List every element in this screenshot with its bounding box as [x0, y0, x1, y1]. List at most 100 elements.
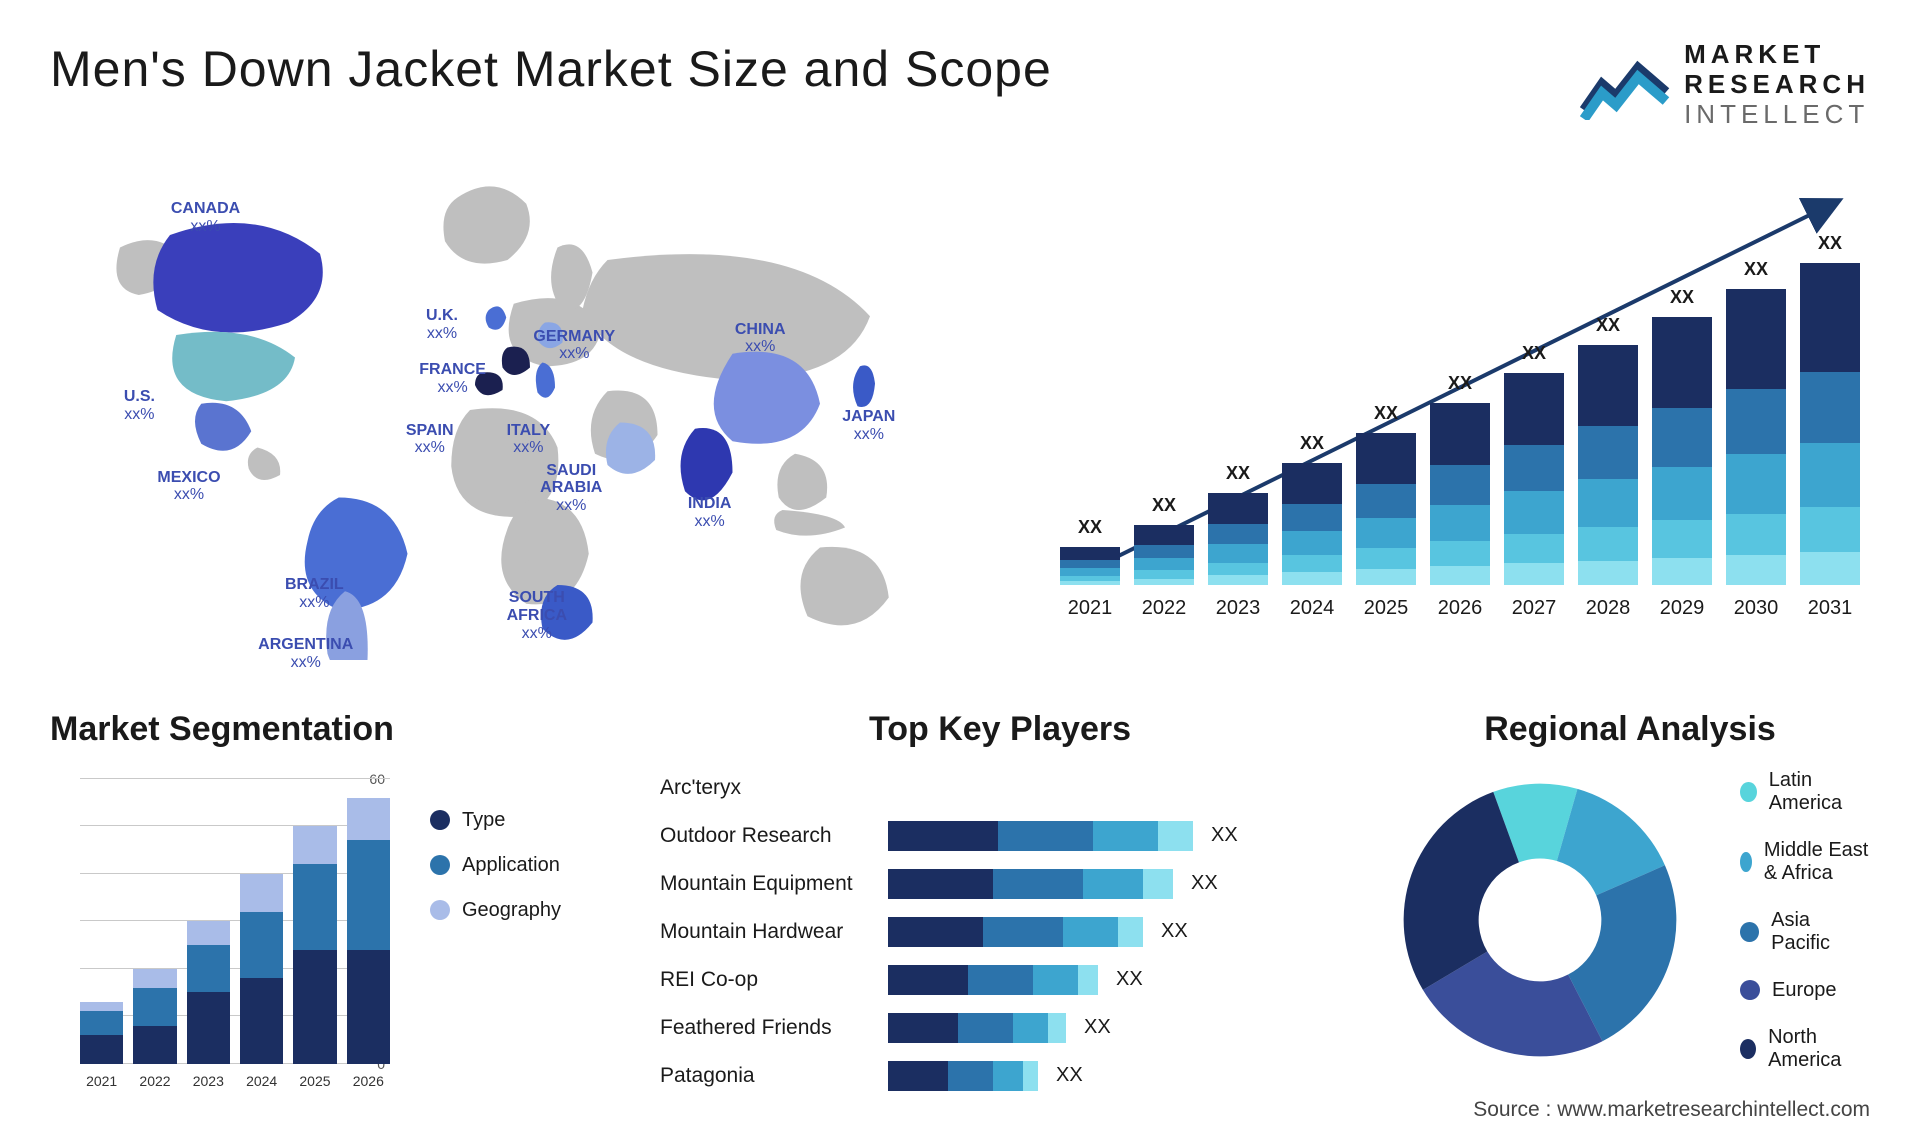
player-value: XX — [1161, 920, 1188, 943]
map-label-saudi: SAUDIARABIAxx% — [540, 462, 602, 515]
source-attribution: Source : www.marketresearchintellect.com — [1473, 1098, 1870, 1122]
growth-bar-2025: XX2025 — [1356, 433, 1416, 620]
growth-bar-seg — [1652, 467, 1712, 521]
seg-bar-seg — [347, 950, 390, 1064]
brand-logo: MARKET RESEARCH INTELLECT — [1580, 40, 1870, 130]
seg-bar-2024: 2024 — [240, 874, 283, 1064]
players-chart: Arc'teryxOutdoor ResearchXXMountain Equi… — [660, 769, 1340, 1095]
legend-label: Type — [462, 809, 505, 832]
growth-bar-2024: XX2024 — [1282, 463, 1342, 620]
growth-bar-value: XX — [1226, 463, 1250, 484]
growth-bar-seg — [1504, 534, 1564, 564]
growth-bar-seg — [1578, 561, 1638, 585]
player-name: Patagonia — [660, 1064, 870, 1088]
legend-dot-icon — [430, 810, 450, 830]
regional-panel: Regional Analysis Latin AmericaMiddle Ea… — [1390, 710, 1870, 1095]
growth-bar-seg — [1430, 541, 1490, 566]
player-bar-seg — [888, 1013, 958, 1043]
growth-bar-seg — [1208, 563, 1268, 576]
growth-bar-value: XX — [1670, 287, 1694, 308]
growth-bar-seg — [1356, 548, 1416, 569]
growth-bar-seg — [1800, 372, 1860, 443]
growth-bar-seg — [1430, 465, 1490, 505]
seg-bar-year: 2026 — [347, 1073, 390, 1089]
map-label-us: U.S.xx% — [124, 388, 155, 423]
growth-bar-2023: XX2023 — [1208, 493, 1268, 620]
growth-bar-seg — [1282, 555, 1342, 572]
seg-bar-seg — [80, 1002, 123, 1012]
player-value: XX — [1211, 824, 1238, 847]
seg-bar-2021: 2021 — [80, 1002, 123, 1064]
growth-bar-value: XX — [1596, 315, 1620, 336]
growth-bar-year: 2022 — [1142, 597, 1187, 620]
country-italy — [536, 362, 555, 397]
seg-bar-year: 2022 — [133, 1073, 176, 1089]
seg-bar-2025: 2025 — [293, 826, 336, 1064]
growth-chart: XX2021XX2022XX2023XX2024XX2025XX2026XX20… — [1030, 160, 1870, 660]
segmentation-title: Market Segmentation — [50, 710, 610, 749]
map-label-canada: CANADAxx% — [171, 200, 240, 235]
donut-slice-north-america — [1404, 792, 1519, 990]
player-bar-seg — [888, 821, 998, 851]
growth-bar-year: 2023 — [1216, 597, 1261, 620]
growth-bar-seg — [1578, 345, 1638, 427]
seg-bar-seg — [240, 912, 283, 979]
growth-bar-seg — [1208, 575, 1268, 584]
seg-bar-seg — [293, 950, 336, 1064]
growth-bar-year: 2031 — [1808, 597, 1853, 620]
growth-bar-seg — [1652, 520, 1712, 558]
region-legend-item: Latin America — [1740, 769, 1870, 815]
seg-bar-year: 2023 — [187, 1073, 230, 1089]
seg-bar-2022: 2022 — [133, 969, 176, 1064]
growth-bar-seg — [1726, 514, 1786, 555]
growth-bar-seg — [1208, 524, 1268, 544]
player-bar — [888, 917, 1143, 947]
seg-bar-2023: 2023 — [187, 921, 230, 1064]
legend-label: Latin America — [1769, 769, 1870, 815]
player-bar-seg — [1158, 821, 1193, 851]
growth-bar-seg — [1134, 570, 1194, 578]
country-india — [681, 428, 733, 500]
growth-bar-year: 2027 — [1512, 597, 1557, 620]
growth-bar-year: 2025 — [1364, 597, 1409, 620]
region-legend-item: Asia Pacific — [1740, 909, 1870, 955]
growth-bar-year: 2030 — [1734, 597, 1779, 620]
player-row: REI Co-opXX — [660, 961, 1340, 999]
legend-dot-icon — [1740, 922, 1759, 942]
player-bar — [888, 965, 1098, 995]
seg-bar-seg — [293, 864, 336, 950]
growth-bar-seg — [1578, 426, 1638, 479]
players-title: Top Key Players — [660, 710, 1340, 749]
player-bar-seg — [888, 965, 968, 995]
player-bar-seg — [1118, 917, 1143, 947]
player-bar-seg — [993, 1061, 1023, 1091]
seg-bar-seg — [187, 921, 230, 945]
player-bar-seg — [958, 1013, 1013, 1043]
seg-bar-seg — [133, 1026, 176, 1064]
growth-bar-value: XX — [1374, 403, 1398, 424]
country-japan — [853, 365, 875, 407]
map-label-china: CHINAxx% — [735, 321, 786, 356]
top-row: CANADAxx%U.S.xx%MEXICOxx%BRAZILxx%ARGENT… — [50, 160, 1870, 660]
legend-label: North America — [1768, 1026, 1870, 1072]
growth-bar-seg — [1134, 525, 1194, 545]
growth-bar-seg — [1800, 507, 1860, 552]
growth-bar-seg — [1504, 491, 1564, 533]
player-bar — [888, 821, 1193, 851]
seg-bar-year: 2024 — [240, 1073, 283, 1089]
growth-bar-seg — [1208, 544, 1268, 562]
growth-bar-seg — [1134, 579, 1194, 585]
logo-text: MARKET RESEARCH INTELLECT — [1684, 40, 1870, 130]
player-name: Feathered Friends — [660, 1016, 870, 1040]
country-russia — [583, 254, 871, 379]
segmentation-chart: 0102030405060202120222023202420252026 — [50, 769, 390, 1089]
growth-bar-seg — [1060, 568, 1120, 576]
legend-label: Geography — [462, 899, 561, 922]
seg-bar-seg — [80, 1011, 123, 1035]
growth-bar-seg — [1356, 518, 1416, 548]
seg-bar-seg — [347, 798, 390, 841]
growth-bar-seg — [1726, 555, 1786, 585]
growth-bar-seg — [1282, 463, 1342, 504]
player-name: REI Co-op — [660, 968, 870, 992]
growth-bar-seg — [1800, 443, 1860, 507]
